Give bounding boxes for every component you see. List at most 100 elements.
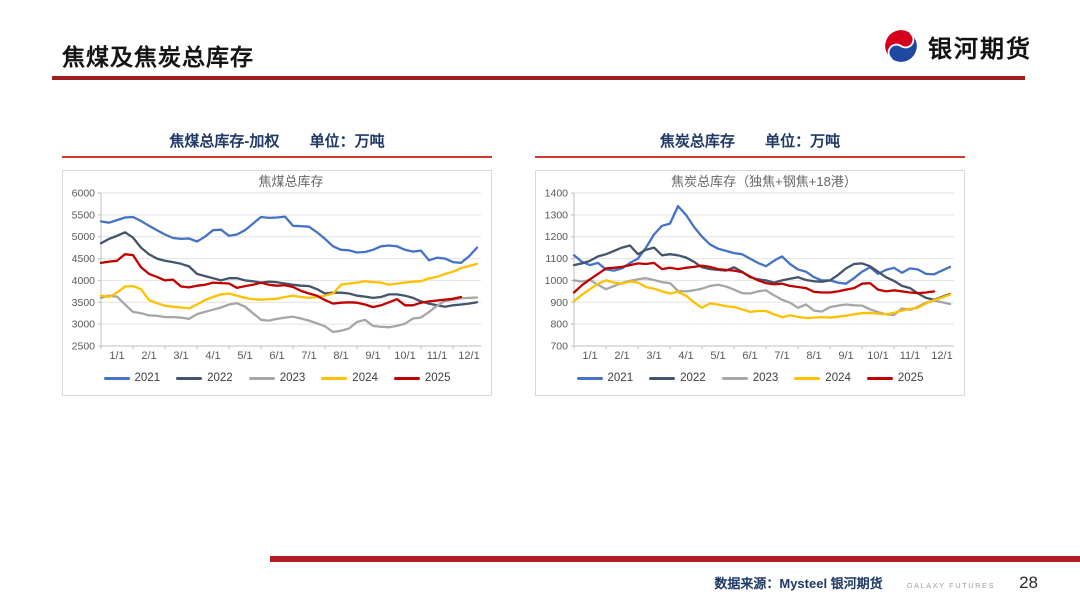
y-tick-label: 900 <box>550 297 568 309</box>
legend-swatch-2021 <box>576 376 603 380</box>
x-tick-label: 12/1 <box>931 350 952 362</box>
series-2023-line <box>572 277 952 317</box>
x-tick-label: 11/1 <box>427 350 448 362</box>
page-number: 28 <box>1019 573 1038 592</box>
series-2025-line <box>572 261 936 295</box>
legend-item-2023: 2023 <box>721 372 779 384</box>
x-tick-label: 8/1 <box>806 350 821 362</box>
coke-plot: 700 800 900 1000 1100 1200 1300 1400 1/1 2/1 3/1 4/… <box>545 174 954 362</box>
x-tick-label: 11/1 <box>900 350 921 362</box>
legend-item-2024: 2024 <box>321 372 378 384</box>
legend-label: 2022 <box>680 372 706 384</box>
coking-coal-chart: 2500 3000 3500 4000 4500 5000 5500 6000 1/1 2/1 3/… <box>62 170 492 396</box>
coke-chart-header: 焦炭总库存 单位：万吨 <box>535 131 965 153</box>
legend-label: 2023 <box>752 372 779 384</box>
y-tick-label: 4000 <box>72 275 96 287</box>
coke-legend: 2021 2022 2023 2024 2025 <box>536 363 964 393</box>
brand-logo: 银河期货 <box>883 28 1032 64</box>
y-tick-label: 800 <box>550 319 568 331</box>
legend-swatch-2025 <box>866 376 893 380</box>
x-tick-label: 12/1 <box>458 350 479 362</box>
charts-row: 焦煤总库存-加权 单位：万吨 2500 3000 3500 4000 4500 5000 5… <box>62 131 965 396</box>
coking-coal-plot: 2500 3000 3500 4000 4500 5000 5500 6000 1/1 2/1 3/… <box>72 174 481 362</box>
legend-swatch-2022 <box>176 376 203 380</box>
chart-header-title: 焦炭总库存 <box>659 133 735 150</box>
x-tick-label: 10/1 <box>867 350 888 362</box>
legend-item-2022: 2022 <box>649 372 706 384</box>
galaxy-swirl-icon <box>885 30 917 62</box>
legend-item-2025: 2025 <box>393 372 451 384</box>
legend-label: 2024 <box>825 372 851 384</box>
y-tick-label: 5000 <box>72 231 96 243</box>
chart-unit-label: 单位：万吨 <box>309 133 385 150</box>
legend-label: 2021 <box>607 372 634 384</box>
x-tick-label: 1/1 <box>582 350 597 362</box>
y-tick-label: 3000 <box>72 319 96 331</box>
legend-label: 2022 <box>207 372 233 384</box>
y-tick-label: 4500 <box>72 253 96 265</box>
legend-label: 2021 <box>134 372 161 384</box>
y-tick-label: 1200 <box>545 231 569 243</box>
legend-swatch-2023 <box>721 376 748 380</box>
x-tick-label: 6/1 <box>742 350 757 362</box>
x-tick-label: 5/1 <box>710 350 725 362</box>
legend-label: 2023 <box>279 372 306 384</box>
legend-item-2024: 2024 <box>794 372 851 384</box>
legend-label: 2025 <box>424 372 451 384</box>
legend-item-2022: 2022 <box>176 372 233 384</box>
x-tick-label: 8/1 <box>333 350 348 362</box>
x-tick-label: 6/1 <box>269 350 284 362</box>
series-2021-line <box>99 215 479 265</box>
legend-swatch-2021 <box>103 376 130 380</box>
footer-brand: GALAXY FUTURES <box>906 581 996 590</box>
y-tick-label: 3500 <box>72 297 96 309</box>
series-2022-line <box>99 231 479 308</box>
chart-header-underline <box>535 156 965 158</box>
x-tick-label: 5/1 <box>237 350 252 362</box>
x-tick-label: 2/1 <box>614 350 629 362</box>
y-tick-label: 1000 <box>545 275 569 287</box>
coke-chart-card: 焦炭总库存 单位：万吨 700 800 900 1000 1100 1200 1300 140… <box>535 131 965 396</box>
x-tick-label: 2/1 <box>141 350 156 362</box>
y-tick-label: 700 <box>550 341 568 353</box>
coking-coal-legend: 2021 2022 2023 2024 2025 <box>63 363 491 393</box>
x-tick-label: 3/1 <box>646 350 661 362</box>
x-tick-label: 9/1 <box>365 350 380 362</box>
legend-item-2023: 2023 <box>248 372 306 384</box>
legend-swatch-2024 <box>794 376 821 380</box>
coke-chart: 700 800 900 1000 1100 1200 1300 1400 1/1 2/1 3/1 4/… <box>535 170 965 396</box>
page-title: 焦煤及焦炭总库存 <box>62 44 254 70</box>
x-tick-label: 7/1 <box>774 350 789 362</box>
legend-label: 2024 <box>352 372 378 384</box>
legend-swatch-2023 <box>248 376 275 380</box>
x-tick-label: 3/1 <box>173 350 188 362</box>
coking-coal-chart-card: 焦煤总库存-加权 单位：万吨 2500 3000 3500 4000 4500 5000 5… <box>62 131 492 396</box>
x-tick-label: 4/1 <box>678 350 693 362</box>
x-tick-label: 9/1 <box>838 350 853 362</box>
chart-header-title: 焦煤总库存-加权 <box>169 133 280 150</box>
legend-swatch-2024 <box>321 376 348 380</box>
legend-swatch-2022 <box>649 376 676 380</box>
x-tick-label: 1/1 <box>109 350 124 362</box>
series-2022-line <box>572 244 952 301</box>
chart-unit-label: 单位：万吨 <box>765 133 841 150</box>
chart-inner-title: 焦炭总库存（独焦+钢焦+18港） <box>671 174 857 189</box>
y-tick-label: 6000 <box>72 188 96 200</box>
series-2024-line <box>99 262 479 310</box>
brand-name: 银河期货 <box>928 35 1032 63</box>
coking-coal-chart-header: 焦煤总库存-加权 单位：万吨 <box>62 131 492 153</box>
y-tick-label: 1400 <box>545 188 569 200</box>
footer-bar <box>270 556 1080 562</box>
legend-label: 2025 <box>897 372 924 384</box>
x-tick-label: 7/1 <box>301 350 316 362</box>
series-2021-line <box>572 204 952 285</box>
y-tick-label: 2500 <box>72 341 96 353</box>
legend-item-2021: 2021 <box>576 372 634 384</box>
y-tick-label: 1100 <box>545 253 568 265</box>
series-2025-line <box>99 253 463 309</box>
title-underline <box>52 76 1025 80</box>
footer: 数据来源：Mysteel 银河期货 GALAXY FUTURES 28 <box>714 573 1038 593</box>
y-tick-label: 1300 <box>545 209 569 221</box>
x-tick-label: 10/1 <box>394 350 415 362</box>
